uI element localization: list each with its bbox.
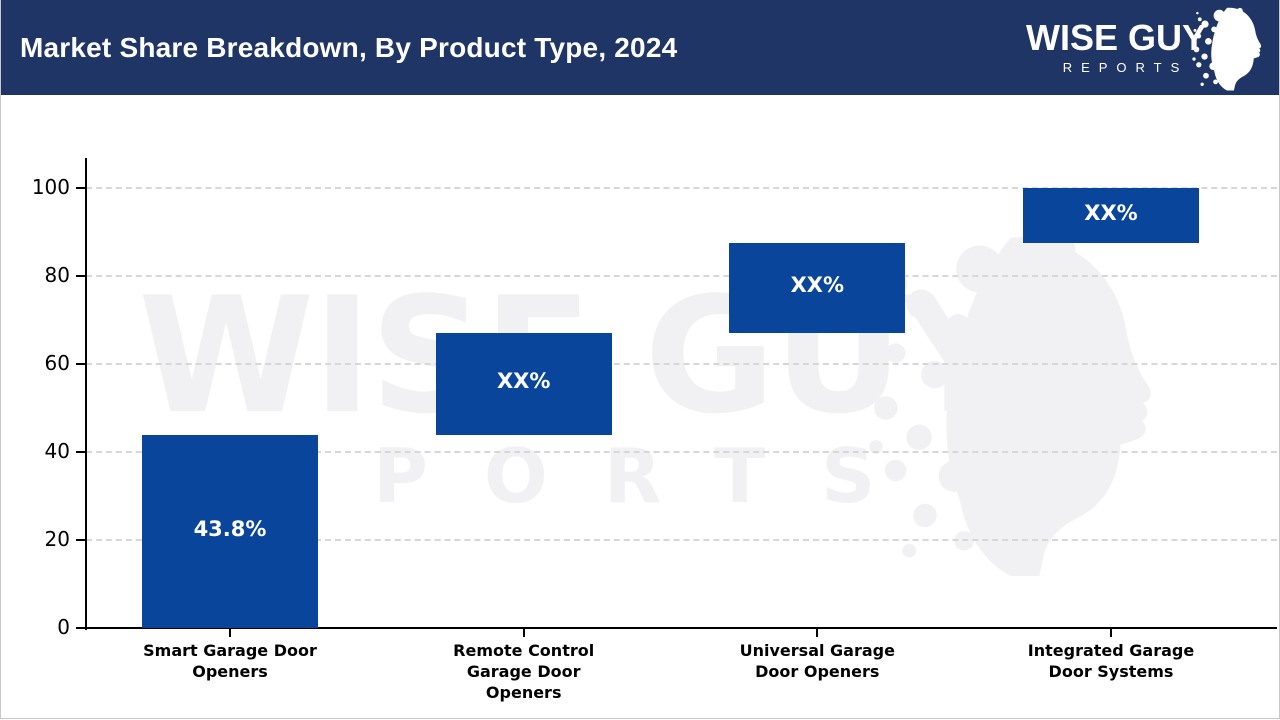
x-category-label: Smart Garage Door Openers bbox=[143, 641, 317, 682]
bar bbox=[1023, 188, 1199, 243]
gridline bbox=[86, 539, 1277, 541]
header-bar: Market Share Breakdown, By Product Type,… bbox=[0, 0, 1280, 95]
y-tick-label: 100 bbox=[31, 175, 70, 199]
logo-sub-wordmark: REPORTS bbox=[1062, 60, 1189, 75]
x-category-label: Integrated Garage Door Systems bbox=[1027, 641, 1195, 682]
bar-value-label: XX% bbox=[496, 369, 551, 394]
y-tick-label: 60 bbox=[44, 351, 70, 375]
logo-face-icon bbox=[1192, 7, 1262, 91]
bar-value-label: 43.8% bbox=[193, 516, 267, 541]
bar-value-label: XX% bbox=[790, 273, 845, 298]
bar bbox=[142, 435, 318, 628]
y-tick-mark bbox=[76, 275, 85, 277]
x-tick-mark bbox=[816, 629, 819, 637]
y-axis bbox=[85, 158, 87, 630]
wiseguy-logo: WISE GUY REPORTS bbox=[1016, 0, 1266, 95]
gridline bbox=[86, 275, 1277, 277]
x-tick-mark bbox=[522, 629, 525, 637]
bar-value-label: XX% bbox=[1084, 200, 1138, 225]
y-tick-label: 40 bbox=[44, 439, 70, 463]
x-tick-mark bbox=[229, 629, 231, 637]
y-tick-label: 0 bbox=[57, 615, 70, 639]
gridline bbox=[86, 451, 1277, 453]
logo-wordmark: WISE GUY bbox=[1025, 17, 1207, 58]
y-tick-mark bbox=[76, 627, 85, 629]
y-tick-label: 20 bbox=[44, 527, 70, 551]
y-tick-label: 80 bbox=[44, 263, 70, 287]
x-category-label: Universal Garage Door Openers bbox=[739, 641, 895, 682]
page-title: Market Share Breakdown, By Product Type,… bbox=[20, 31, 678, 63]
y-tick-mark bbox=[76, 539, 85, 541]
bar bbox=[729, 243, 906, 334]
y-tick-mark bbox=[76, 451, 85, 453]
x-category-label: Remote Control Garage Door Openers bbox=[453, 641, 595, 703]
gridline bbox=[86, 363, 1277, 365]
y-tick-mark bbox=[76, 363, 85, 365]
x-tick-mark bbox=[1110, 629, 1112, 637]
gridline bbox=[86, 187, 1277, 189]
x-axis bbox=[84, 627, 1277, 629]
bar bbox=[435, 333, 612, 436]
y-tick-mark bbox=[76, 187, 85, 189]
